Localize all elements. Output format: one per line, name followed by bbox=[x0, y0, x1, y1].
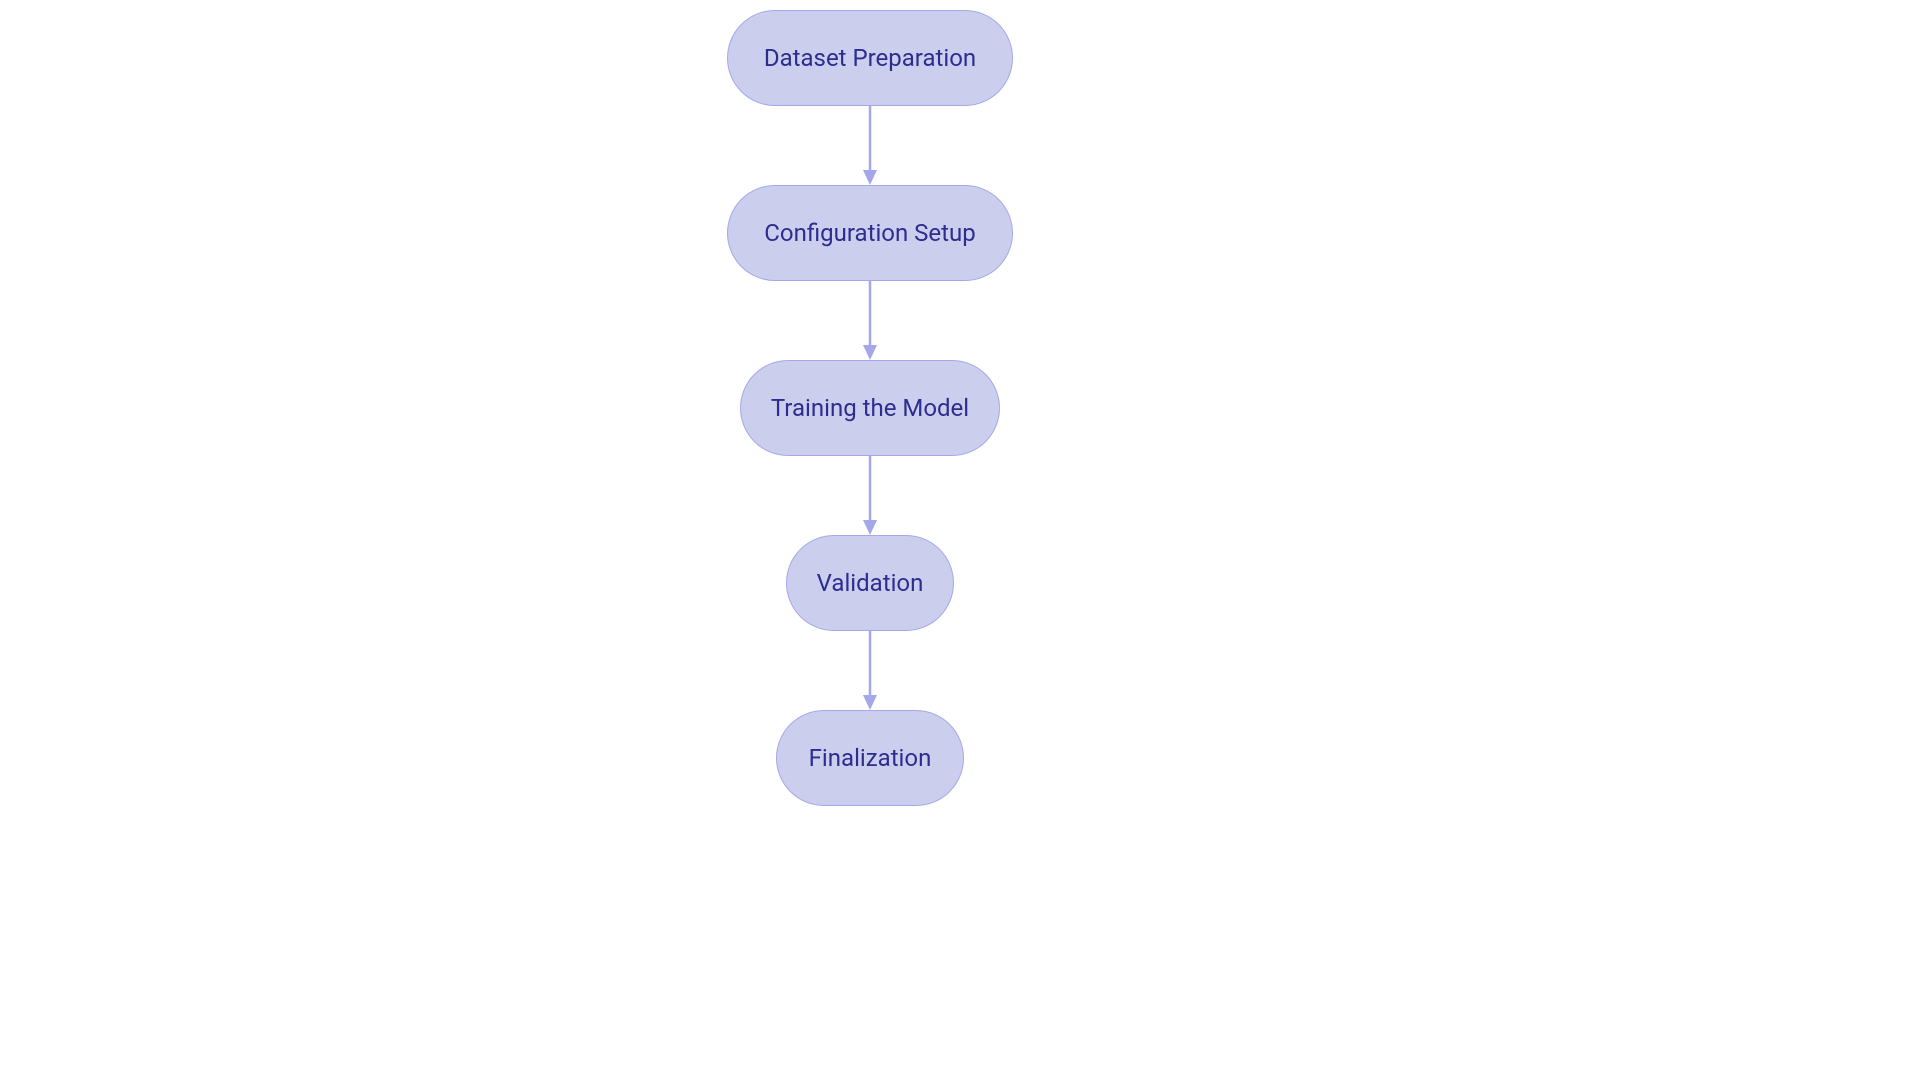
node-training-the-model: Training the Model bbox=[740, 360, 1000, 456]
edge-2 bbox=[860, 281, 880, 360]
edge-3 bbox=[860, 456, 880, 535]
node-label: Dataset Preparation bbox=[764, 44, 976, 72]
node-dataset-preparation: Dataset Preparation bbox=[727, 10, 1013, 106]
edge-4 bbox=[860, 631, 880, 710]
node-label: Configuration Setup bbox=[764, 219, 975, 247]
node-label: Training the Model bbox=[771, 394, 969, 422]
node-label: Validation bbox=[817, 569, 924, 597]
flowchart-container: Dataset Preparation Configuration Setup … bbox=[0, 0, 1920, 1083]
node-configuration-setup: Configuration Setup bbox=[727, 185, 1013, 281]
edge-1 bbox=[860, 106, 880, 185]
node-finalization: Finalization bbox=[776, 710, 964, 806]
node-validation: Validation bbox=[786, 535, 954, 631]
node-label: Finalization bbox=[809, 744, 932, 772]
